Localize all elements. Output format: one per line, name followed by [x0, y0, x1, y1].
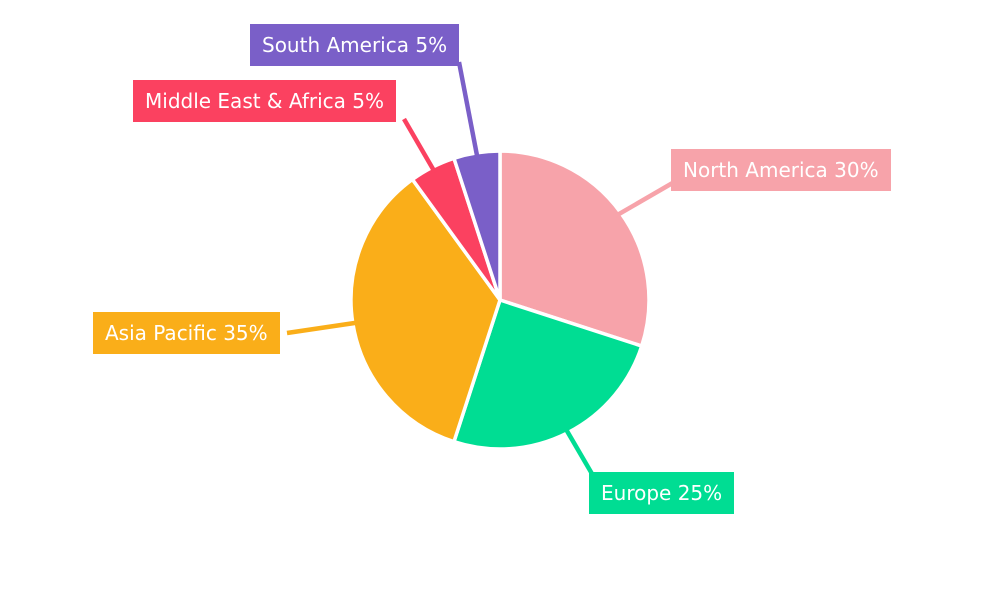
callout-line-asia-pacific: [286, 320, 360, 336]
callout-line-middle-east-africa: [402, 117, 438, 174]
callout-label-south-america: South America 5%: [250, 24, 460, 66]
callout-label-europe: Europe 25%: [589, 472, 735, 514]
callout-line-europe: [562, 426, 597, 481]
callout-label-north-america: North America 30%: [671, 149, 891, 191]
callout-line-north-america: [614, 179, 678, 218]
callout-label-asia-pacific: Asia Pacific 35%: [93, 312, 280, 354]
callout-label-middle-east-africa: Middle East & Africa 5%: [133, 80, 397, 122]
callout-line-south-america: [456, 61, 480, 160]
